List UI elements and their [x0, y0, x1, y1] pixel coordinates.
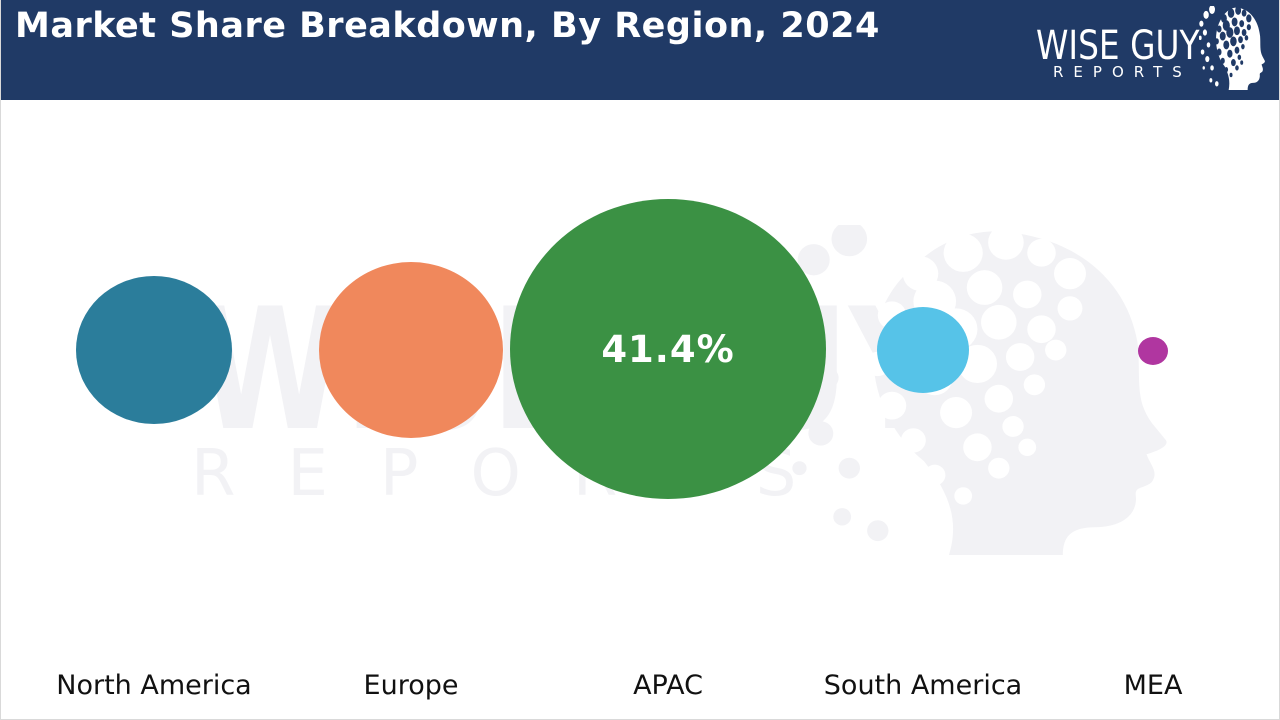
category-label-europe: Europe: [363, 670, 459, 701]
brand-logo-subtext: REPORTS: [1053, 63, 1192, 81]
category-label-south-america: South America: [823, 670, 1023, 701]
header-banner: Market Share Breakdown, By Region, 2024 …: [1, 0, 1279, 100]
brand-logo: WISE GUY REPORTS: [1021, 0, 1271, 100]
brand-head-icon: [1199, 6, 1265, 90]
bubble-chart: North America Europe 41.4% APAC South Americ…: [1, 100, 1279, 719]
category-label-mea: MEA: [1123, 670, 1183, 701]
page-title: Market Share Breakdown, By Region, 2024: [15, 6, 880, 46]
bubble-north-america: [76, 276, 232, 424]
category-label-north-america: North America: [56, 670, 252, 701]
bubble-europe: [319, 262, 503, 438]
category-label-apac: APAC: [633, 670, 703, 701]
bubble-apac: 41.4%: [510, 199, 826, 499]
bubble-mea: [1138, 337, 1168, 365]
bubble-value-label-apac: 41.4%: [601, 327, 735, 371]
brand-logo-wordmark: WISE GUY: [1036, 23, 1200, 69]
bubble-south-america: [877, 307, 969, 393]
